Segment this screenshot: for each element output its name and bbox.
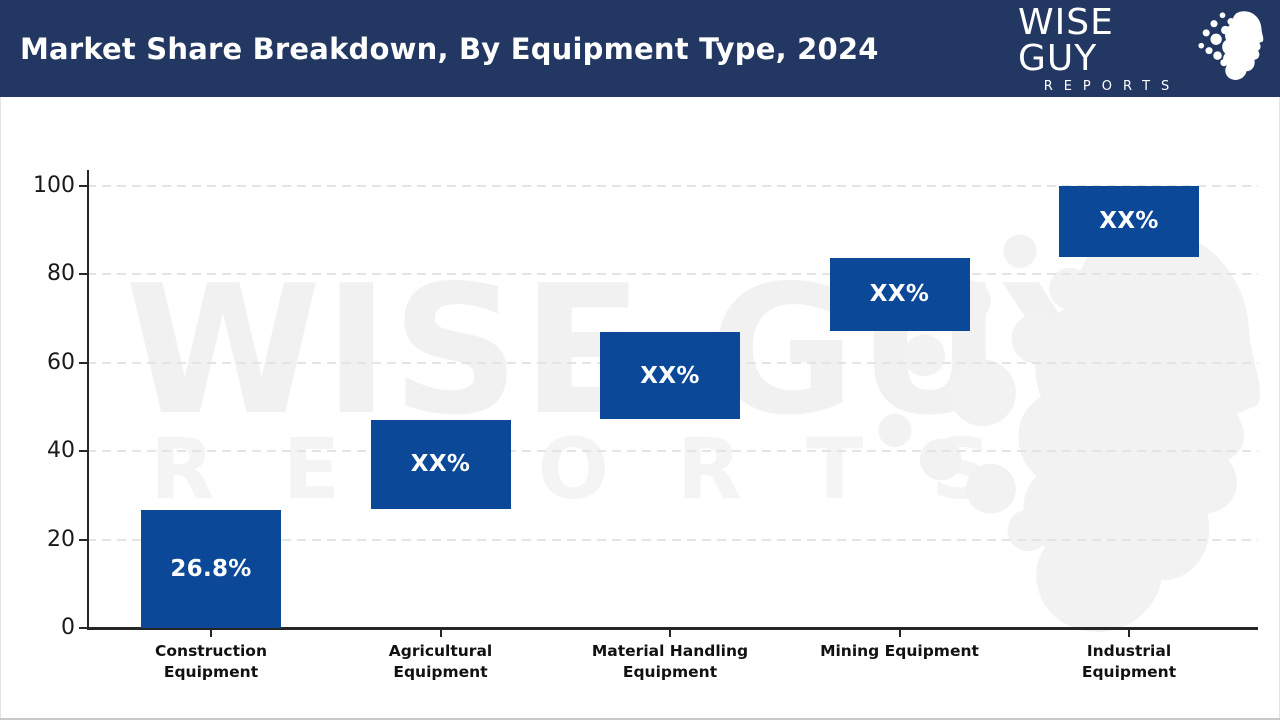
y-tick-label-0: 0 bbox=[61, 615, 75, 640]
x-category-label-1: Construction Equipment bbox=[155, 642, 267, 681]
bar-5: XX% bbox=[1059, 186, 1199, 257]
y-tick-40 bbox=[79, 450, 87, 453]
brand-logo-text: WISE GUY REPORTS bbox=[1018, 1, 1200, 94]
brand-logo: WISE GUY REPORTS bbox=[1018, 1, 1268, 94]
bottom-edge-line bbox=[0, 718, 1280, 720]
x-tick-2 bbox=[439, 629, 442, 637]
watermark-text-line2: REPORTS bbox=[150, 420, 1060, 518]
header-bar: Market Share Breakdown, By Equipment Typ… bbox=[0, 0, 1280, 97]
y-tick-label-20: 20 bbox=[47, 526, 75, 552]
brand-logo-face-icon bbox=[1198, 11, 1264, 80]
watermark-face-icon bbox=[878, 228, 1261, 632]
bar-value-label-3: XX% bbox=[640, 362, 700, 389]
y-tick-20 bbox=[79, 538, 87, 541]
x-tick-3 bbox=[669, 629, 671, 637]
gridline-80 bbox=[87, 273, 1258, 276]
y-tick-label-40: 40 bbox=[47, 438, 75, 464]
x-category-label-2: Agricultural Equipment bbox=[388, 642, 493, 681]
bar-value-label-2: XX% bbox=[410, 451, 471, 478]
x-category-label-4: Mining Equipment bbox=[820, 642, 979, 660]
y-tick-60 bbox=[79, 361, 87, 364]
brand-logo-subtitle: REPORTS bbox=[1043, 78, 1181, 94]
y-tick-0 bbox=[79, 627, 87, 629]
bar-value-label-1: 26.8% bbox=[170, 555, 252, 582]
gridline-40 bbox=[87, 450, 1258, 453]
bar-3: XX% bbox=[600, 331, 740, 420]
x-axis-line bbox=[87, 627, 1258, 630]
x-category-label-5: Industrial Equipment bbox=[1081, 642, 1177, 681]
gridline-100 bbox=[87, 185, 1258, 187]
y-tick-label-80: 80 bbox=[47, 261, 75, 287]
brand-logo-name: WISE GUY bbox=[1018, 1, 1114, 79]
bar-4: XX% bbox=[829, 258, 970, 331]
y-tick-label-100: 100 bbox=[33, 173, 75, 198]
x-tick-1 bbox=[210, 629, 212, 637]
y-tick-100 bbox=[79, 185, 87, 187]
y-axis-line bbox=[87, 170, 89, 630]
bar-value-label-4: XX% bbox=[869, 281, 930, 308]
left-edge-line bbox=[0, 97, 1, 720]
y-tick-label-60: 60 bbox=[47, 349, 75, 375]
bar-1: 26.8% bbox=[141, 509, 281, 628]
gridline-20 bbox=[87, 538, 1258, 541]
x-category-label-3: Material Handling Equipment bbox=[591, 642, 749, 681]
x-tick-5 bbox=[1128, 629, 1130, 637]
chart-title: Market Share Breakdown, By Equipment Typ… bbox=[20, 31, 879, 66]
x-tick-4 bbox=[898, 629, 901, 637]
bar-value-label-5: XX% bbox=[1099, 208, 1159, 235]
bar-2: XX% bbox=[370, 420, 511, 509]
y-tick-80 bbox=[79, 273, 87, 276]
